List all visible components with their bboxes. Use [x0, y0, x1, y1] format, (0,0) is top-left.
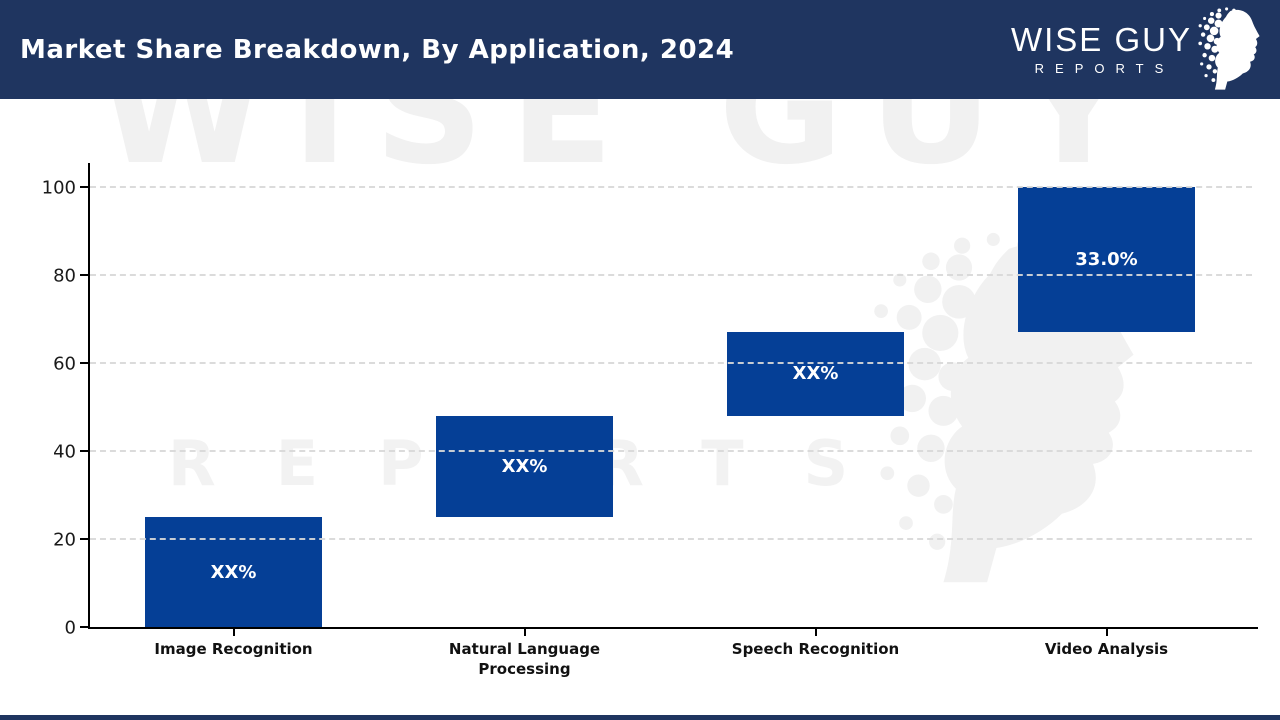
y-tick-label: 0	[64, 617, 76, 639]
bar-video-analysis: 33.0%	[1018, 187, 1195, 333]
watermark-wordmark: WISE GUY	[98, 99, 1155, 198]
logo-text: WISE GUY REPORTS	[1011, 23, 1192, 76]
y-axis-line	[88, 163, 90, 629]
bar-value-label: XX%	[501, 455, 548, 477]
y-tick	[80, 450, 88, 452]
y-tick-label: 20	[53, 529, 76, 551]
header-banner: Market Share Breakdown, By Application, …	[0, 0, 1280, 99]
gridline	[90, 538, 1252, 540]
bar-natural-language-processing: XX%	[436, 415, 613, 517]
x-axis-line	[88, 627, 1258, 629]
bar-image-recognition: XX%	[145, 517, 322, 627]
page-title: Market Share Breakdown, By Application, …	[20, 34, 735, 65]
y-tick-label: 40	[53, 441, 76, 463]
y-tick-label: 60	[53, 353, 76, 375]
footer-accent-bar	[0, 715, 1280, 720]
y-tick-label: 100	[41, 177, 76, 199]
wise-guy-reports-logo: WISE GUY REPORTS	[1011, 6, 1280, 94]
gridline	[90, 186, 1252, 188]
x-tick	[232, 629, 235, 636]
x-axis-category-label: Natural Language Processing	[448, 640, 601, 679]
y-tick	[80, 186, 88, 188]
x-axis-category-label: Video Analysis	[1044, 640, 1169, 658]
gridline	[90, 362, 1252, 364]
gridline	[90, 450, 1252, 452]
bar-speech-recognition: XX%	[727, 332, 904, 416]
face-dots-icon	[1198, 6, 1260, 90]
x-axis-category-label: Speech Recognition	[731, 640, 900, 658]
bar-value-label: XX%	[792, 363, 839, 385]
x-tick	[814, 629, 817, 636]
y-tick	[80, 538, 88, 540]
y-tick	[80, 362, 88, 364]
x-axis-category-label: Image Recognition	[154, 640, 313, 658]
bar-value-label: XX%	[210, 561, 257, 583]
logo-subtitle: REPORTS	[1034, 61, 1175, 76]
gridline	[90, 274, 1252, 276]
x-tick	[523, 629, 526, 636]
bar-value-label: 33.0%	[1075, 249, 1138, 271]
y-tick	[80, 626, 88, 628]
y-tick	[80, 274, 88, 276]
x-tick	[1105, 629, 1108, 636]
logo-wordmark: WISE GUY	[1010, 21, 1192, 58]
y-tick-label: 80	[53, 265, 76, 287]
